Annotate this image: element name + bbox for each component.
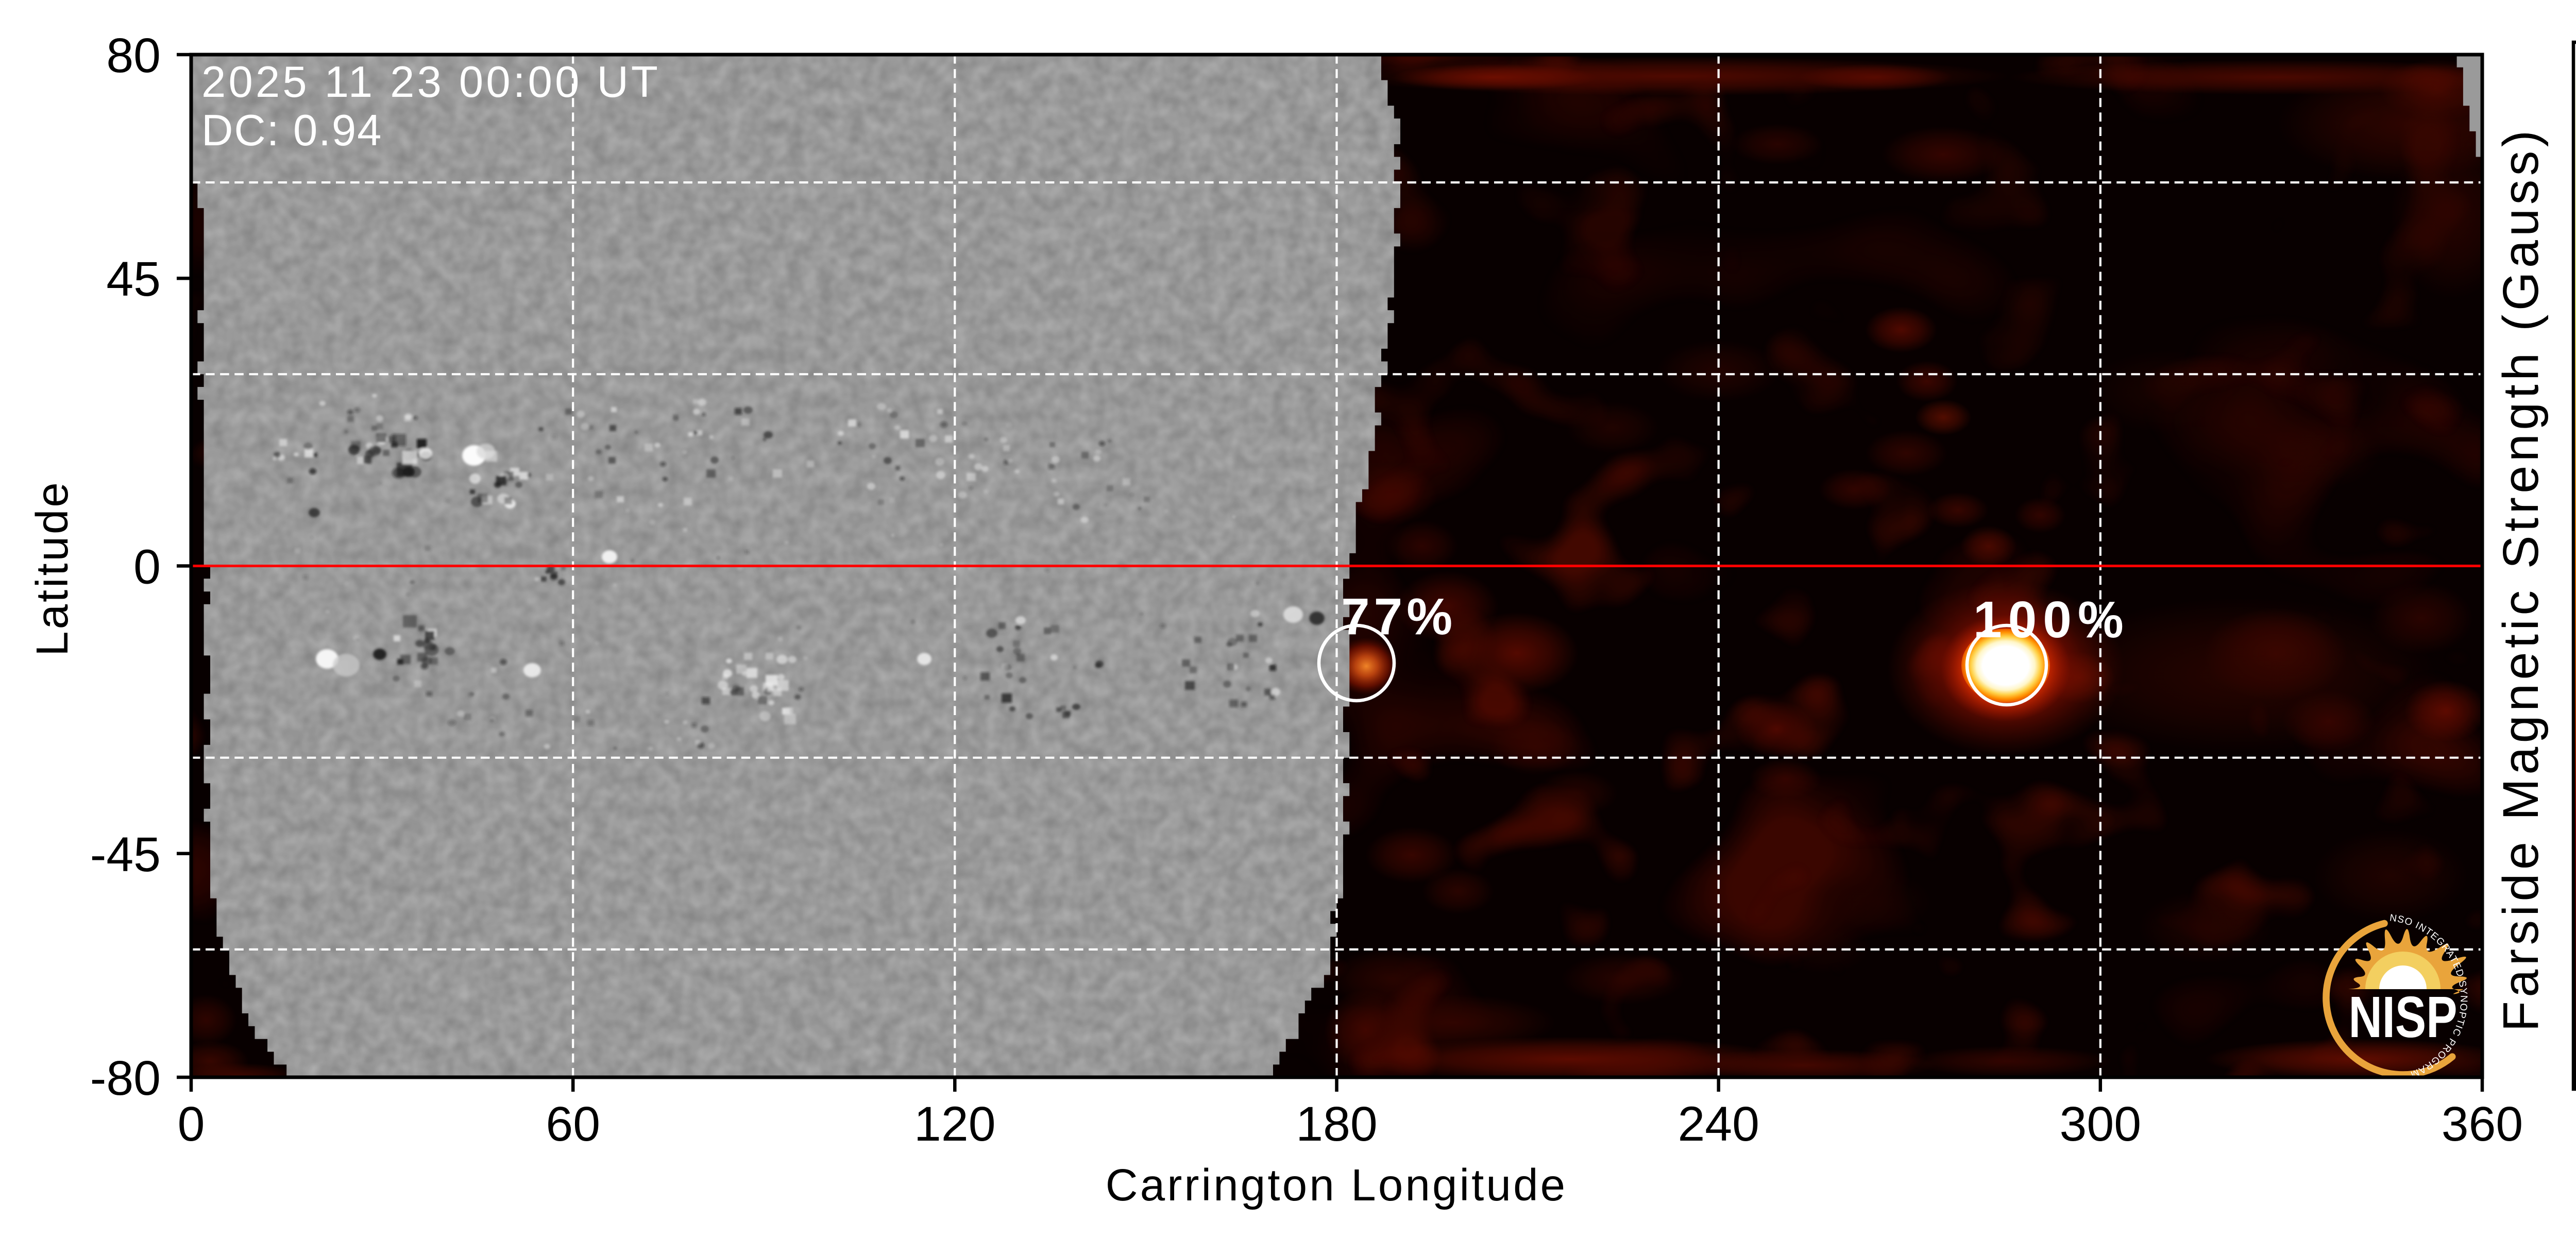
svg-text:360: 360 [2442, 1097, 2523, 1151]
svg-text:0: 0 [133, 540, 161, 595]
svg-text:0: 0 [178, 1097, 205, 1151]
svg-text:60: 60 [546, 1097, 600, 1151]
svg-text:240: 240 [1677, 1097, 1759, 1151]
svg-text:300: 300 [2060, 1097, 2142, 1151]
svg-text:80: 80 [106, 28, 161, 83]
svg-text:2025 11 23 00:00 UT: 2025 11 23 00:00 UT [201, 58, 660, 107]
svg-text:180: 180 [1296, 1097, 1378, 1151]
svg-text:100%: 100% [1973, 591, 2130, 649]
svg-text:77%: 77% [1341, 588, 1456, 646]
svg-text:DC: 0.94: DC: 0.94 [201, 106, 382, 155]
svg-text:-80: -80 [90, 1051, 161, 1106]
svg-text:-45: -45 [90, 827, 161, 882]
svg-text:NISP: NISP [2349, 984, 2458, 1049]
svg-text:Farside Magnetic Strength (Gau: Farside Magnetic Strength (Gauss) [2493, 126, 2549, 1031]
svg-text:45: 45 [106, 252, 161, 307]
svg-text:Carrington Longitude: Carrington Longitude [1106, 1160, 1568, 1210]
svg-text:120: 120 [914, 1097, 996, 1151]
svg-text:Latitude: Latitude [27, 480, 77, 656]
